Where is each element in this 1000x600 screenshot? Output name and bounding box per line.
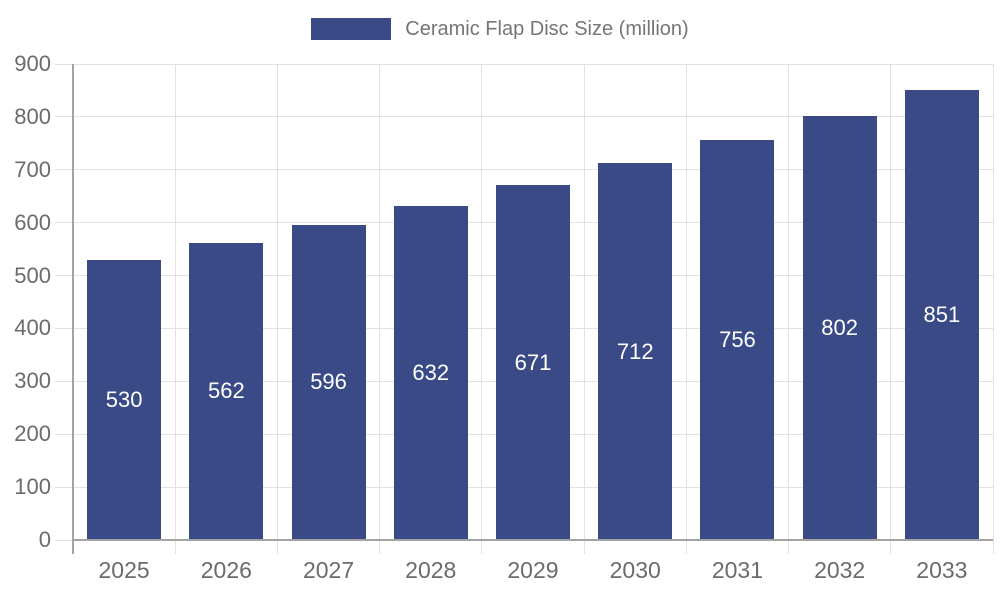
- bar-2031: 756: [700, 140, 775, 540]
- bar-2028: 632: [393, 205, 468, 540]
- y-tick-label: 100: [14, 474, 51, 500]
- y-tick-label: 500: [14, 262, 51, 288]
- x-tick-label: 2025: [98, 557, 150, 583]
- x-gridline: [481, 64, 483, 554]
- x-gridline: [685, 64, 687, 554]
- x-gridline: [379, 64, 381, 554]
- y-gridline: [55, 63, 993, 65]
- x-gridline: [276, 64, 278, 554]
- legend-label: Ceramic Flap Disc Size (million): [405, 17, 689, 40]
- plot-area: 0 100 200 300 400 500 600 700 800 900 530 562 596 632…: [14, 51, 994, 583]
- bar-2026: 562: [189, 242, 264, 540]
- x-tick-label: 2031: [711, 557, 764, 583]
- y-tick-label: 200: [14, 421, 51, 447]
- bar-value-label: 671: [514, 349, 552, 375]
- x-gridline: [890, 64, 892, 554]
- y-tick-label: 300: [14, 368, 51, 394]
- bar-value-label: 596: [310, 369, 347, 395]
- bar-2029: 671: [496, 185, 570, 540]
- y-gridline: [55, 116, 993, 118]
- bar-2032: 802: [802, 115, 877, 540]
- x-tick-label: 2033: [916, 557, 968, 583]
- y-tick-label: 0: [38, 527, 51, 552]
- x-gridline: [788, 64, 790, 554]
- bar-value-label: 562: [207, 378, 245, 404]
- y-tick-label: 700: [14, 156, 51, 182]
- bar-2033: 851: [904, 89, 979, 540]
- bar-value-label: 712: [616, 338, 654, 364]
- legend-item[interactable]: Ceramic Flap Disc Size (million): [0, 14, 1000, 44]
- y-tick-label: 800: [14, 103, 51, 129]
- y-tick-label: 400: [14, 315, 51, 341]
- x-gridline: [992, 64, 994, 554]
- x-tick-label: 2029: [507, 557, 559, 583]
- y-axis-line: [72, 64, 74, 554]
- x-tick-label: 2026: [200, 557, 252, 583]
- x-gridline: [174, 64, 176, 554]
- x-axis-line: [73, 539, 993, 541]
- x-gridline: [583, 64, 585, 554]
- legend-swatch: [311, 18, 392, 40]
- x-tick-label: 2027: [302, 557, 355, 583]
- bar-value-label: 530: [105, 386, 143, 412]
- bar-2025: 530: [87, 259, 162, 540]
- x-tick-label: 2028: [405, 557, 457, 583]
- bar-value-label: 851: [923, 301, 961, 327]
- bar-value-label: 756: [719, 327, 756, 353]
- x-tick-label: 2030: [609, 557, 661, 583]
- y-tick-label: 900: [14, 51, 51, 76]
- x-tick-label: 2032: [814, 557, 866, 583]
- y-tick-label: 600: [14, 209, 51, 235]
- bar-value-label: 632: [412, 359, 450, 385]
- bar-2030: 712: [598, 163, 673, 540]
- y-gridline: [55, 169, 993, 171]
- bar-value-label: 802: [821, 314, 859, 340]
- bar-2027: 596: [291, 224, 366, 540]
